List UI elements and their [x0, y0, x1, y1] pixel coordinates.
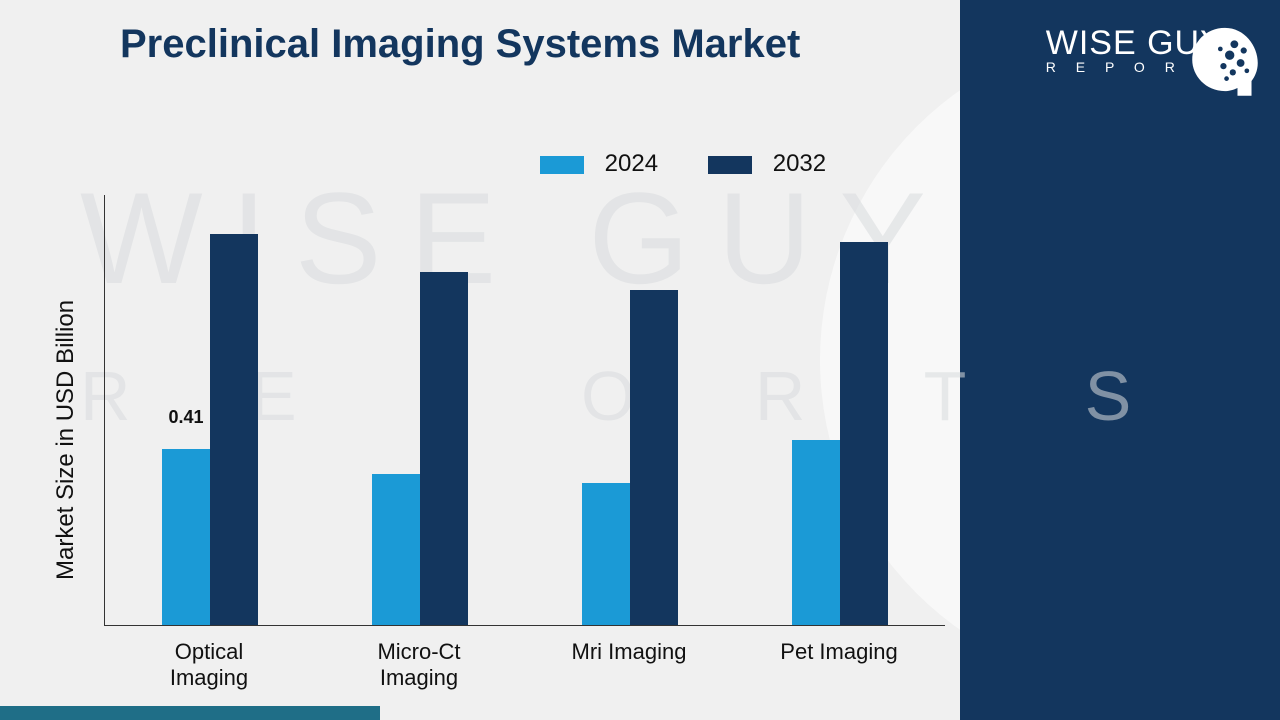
legend-swatch-2024: [540, 156, 584, 174]
bar-mri-2024: [582, 483, 630, 625]
bar-microct-2024: [372, 474, 420, 625]
xlabel-microct: Micro-Ct Imaging: [344, 639, 494, 690]
legend-swatch-2032: [708, 156, 752, 174]
xlabel-pet: Pet Imaging: [764, 639, 914, 690]
side-panel: [960, 0, 1280, 720]
footer-strip: [0, 706, 380, 720]
legend-label-2032: 2032: [773, 150, 826, 177]
brand-head-icon: [1186, 24, 1264, 102]
legend: 2024 2032: [540, 150, 826, 178]
bar-pet-2024: [792, 440, 840, 625]
value-label-0: 0.41: [168, 407, 203, 428]
bar-groups: [105, 195, 945, 625]
chart-canvas: WISE GUY R E P O R T S Preclinical Imagi…: [0, 0, 1280, 720]
group-microct: [372, 272, 468, 625]
group-optical: [162, 234, 258, 625]
bar-microct-2032: [420, 272, 468, 625]
xlabel-mri: Mri Imaging: [554, 639, 704, 690]
bar-pet-2032: [840, 242, 888, 625]
xlabel-optical: Optical Imaging: [134, 639, 284, 690]
bar-mri-2032: [630, 290, 678, 625]
legend-label-2024: 2024: [605, 150, 658, 177]
legend-item-2032: 2032: [708, 150, 826, 178]
legend-item-2024: 2024: [540, 150, 658, 178]
plot-area: 0.41: [104, 195, 945, 626]
group-pet: [792, 242, 888, 625]
bar-optical-2032: [210, 234, 258, 625]
group-mri: [582, 290, 678, 625]
y-axis-label: Market Size in USD Billion: [52, 300, 80, 580]
bar-optical-2024: [162, 449, 210, 625]
chart-title: Preclinical Imaging Systems Market: [120, 22, 800, 67]
x-axis-labels: Optical Imaging Micro-Ct Imaging Mri Ima…: [104, 639, 944, 690]
